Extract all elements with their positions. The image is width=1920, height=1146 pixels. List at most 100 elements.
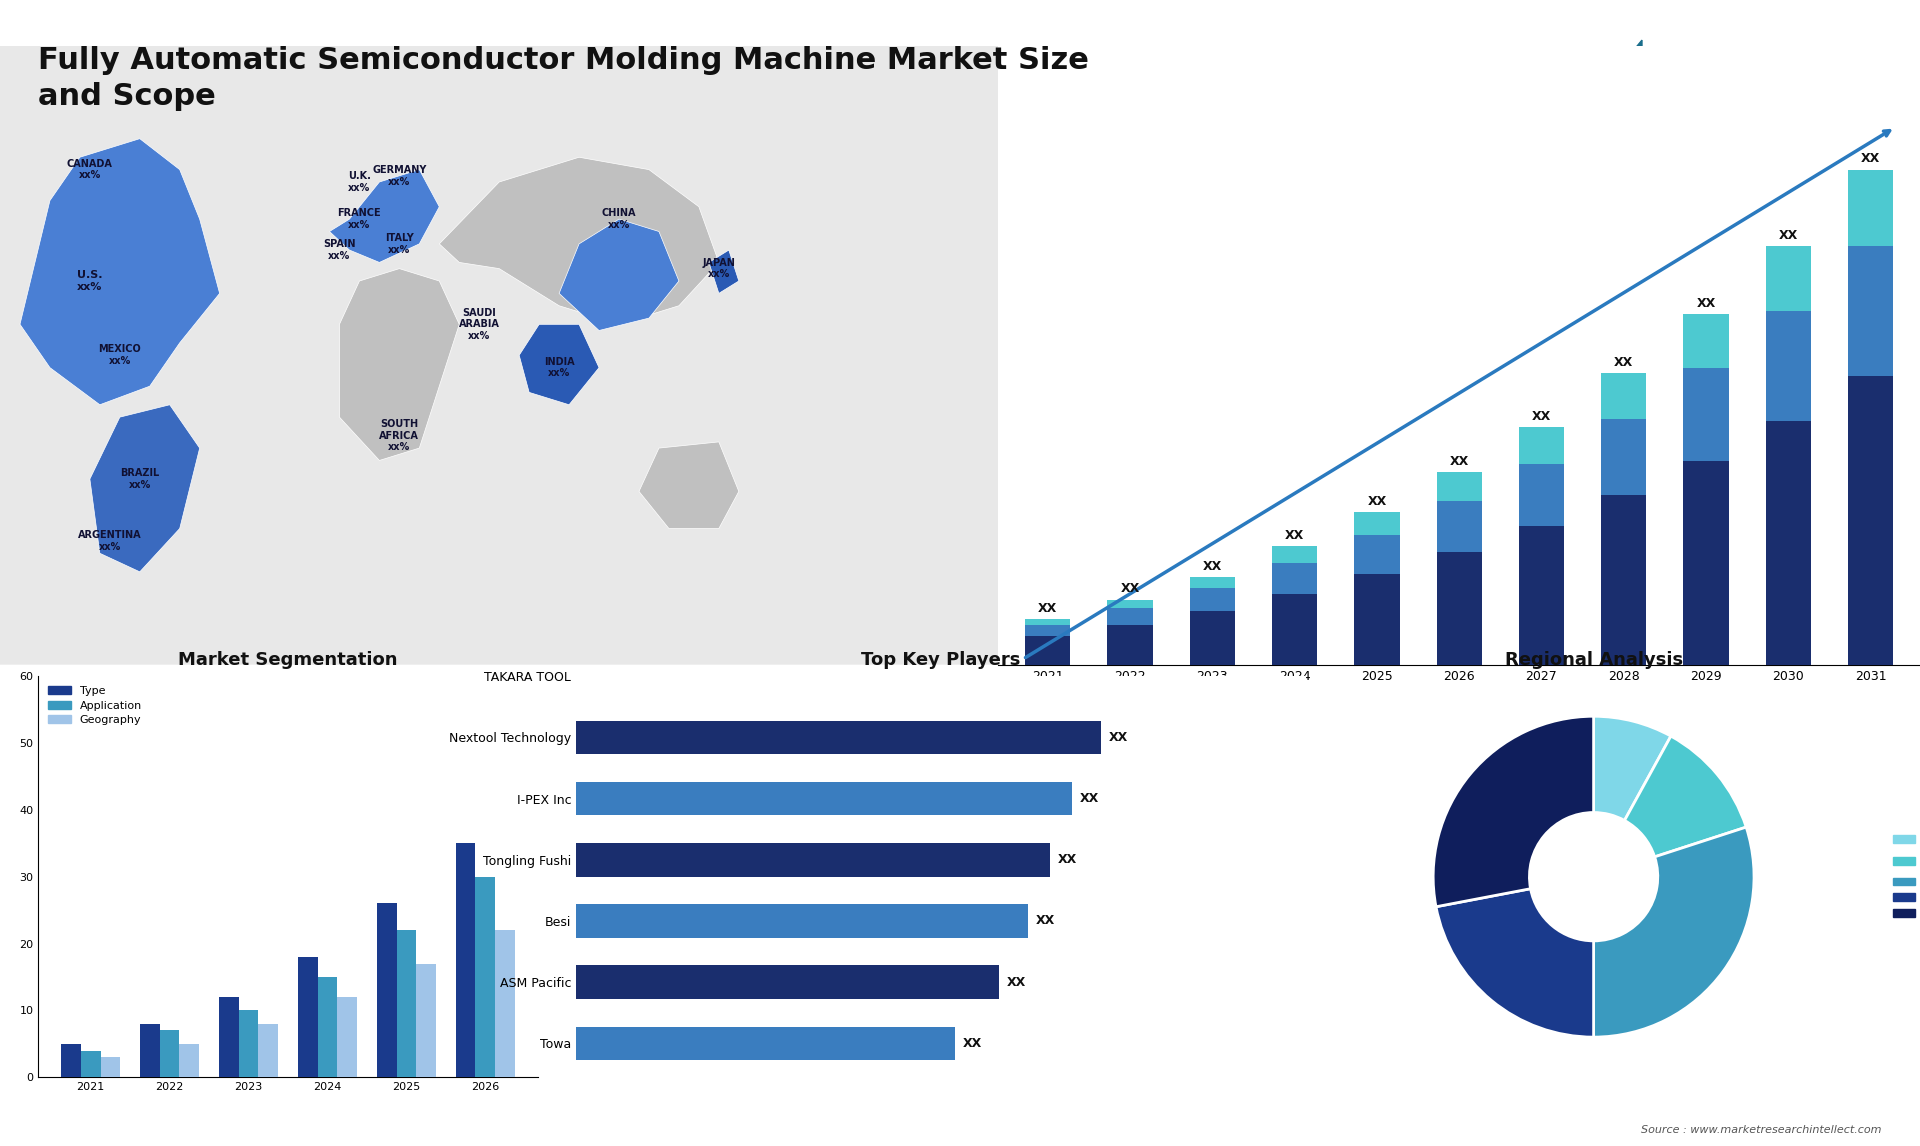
Bar [1436,551,1482,665]
Bar [1766,246,1811,311]
Bar [1273,563,1317,594]
Bar [1354,574,1400,665]
Text: XX: XX [962,1037,981,1050]
Bar [259,1023,278,1077]
Text: CANADA
xx%: CANADA xx% [67,159,113,180]
Text: INDIA
xx%: INDIA xx% [543,356,574,378]
Text: INTELLECT: INTELLECT [1661,105,1726,116]
FancyBboxPatch shape [0,46,998,665]
Bar [219,997,238,1077]
Bar [576,843,1050,877]
Text: XX: XX [1108,731,1127,744]
Bar [61,1044,81,1077]
Wedge shape [1436,888,1594,1037]
Bar [1108,599,1152,609]
Text: MEXICO
xx%: MEXICO xx% [98,345,142,366]
Bar [140,1023,159,1077]
Bar [576,782,1071,816]
Bar [1519,427,1565,464]
Bar [338,997,357,1077]
Title: Top Key Players: Top Key Players [860,651,1021,669]
Bar [1847,246,1893,376]
Text: XX: XX [1058,854,1077,866]
Text: XX: XX [1202,559,1221,573]
Bar [576,721,1102,754]
Bar [1766,422,1811,665]
Bar [495,931,515,1077]
Text: XX: XX [1615,356,1634,369]
Polygon shape [90,405,200,572]
Polygon shape [19,139,219,405]
Text: CHINA
xx%: CHINA xx% [601,209,636,230]
Bar [1108,609,1152,625]
Text: MARKET: MARKET [1661,55,1713,65]
Wedge shape [1624,736,1745,857]
Bar [159,1030,179,1077]
Bar [576,1027,956,1060]
Polygon shape [340,268,459,461]
Text: XX: XX [1079,792,1098,806]
Polygon shape [440,157,718,324]
Bar [1025,620,1071,625]
Bar [1684,368,1728,461]
Bar [1354,512,1400,534]
Text: XX: XX [1039,602,1058,615]
Wedge shape [1594,716,1670,821]
Bar [1190,611,1235,665]
Bar [1108,625,1152,665]
Bar [1847,170,1893,246]
Bar [1519,526,1565,665]
Text: Source : www.marketresearchintellect.com: Source : www.marketresearchintellect.com [1642,1124,1882,1135]
Bar [1190,588,1235,611]
Bar [476,877,495,1077]
Bar [397,931,417,1077]
Bar [1684,314,1728,368]
Text: XX: XX [1532,410,1551,423]
Bar [1601,418,1647,495]
Text: BRAZIL
xx%: BRAZIL xx% [121,469,159,489]
Bar [1601,495,1647,665]
Polygon shape [1590,40,1642,103]
Text: ARGENTINA
xx%: ARGENTINA xx% [79,531,142,551]
Bar [1190,576,1235,588]
Text: RESEARCH: RESEARCH [1661,80,1726,91]
Text: SOUTH
AFRICA
xx%: SOUTH AFRICA xx% [380,419,419,453]
Text: XX: XX [1284,528,1304,542]
Polygon shape [1605,57,1630,97]
Bar [1847,376,1893,665]
Text: SAUDI
ARABIA
xx%: SAUDI ARABIA xx% [459,308,499,340]
Text: SPAIN
xx%: SPAIN xx% [323,240,355,261]
Text: XX: XX [1697,297,1716,309]
Bar [1436,501,1482,551]
Bar [298,957,317,1077]
Wedge shape [1432,716,1594,906]
Title: Market Segmentation: Market Segmentation [179,651,397,669]
Text: U.K.
xx%: U.K. xx% [348,171,371,193]
Text: FRANCE
xx%: FRANCE xx% [338,209,382,230]
Bar [179,1044,200,1077]
Bar [1601,374,1647,418]
Polygon shape [639,442,739,528]
Polygon shape [330,170,440,262]
Text: XX: XX [1035,915,1054,927]
Text: JAPAN
xx%: JAPAN xx% [703,258,735,280]
Text: XX: XX [1860,152,1880,165]
Bar [1273,545,1317,563]
Polygon shape [518,324,599,405]
Bar [1436,472,1482,501]
Bar [317,976,338,1077]
Polygon shape [559,219,680,330]
Title: Regional Analysis: Regional Analysis [1505,651,1682,669]
Bar [455,843,476,1077]
Text: XX: XX [1450,455,1469,468]
Legend: Type, Application, Geography: Type, Application, Geography [44,682,146,730]
Bar [100,1057,121,1077]
Text: Fully Automatic Semiconductor Molding Machine Market Size
and Scope: Fully Automatic Semiconductor Molding Ma… [38,46,1089,111]
Text: GERMANY
xx%: GERMANY xx% [372,165,426,187]
Bar [1025,625,1071,636]
Text: XX: XX [1778,229,1797,242]
Text: XX: XX [1367,495,1386,508]
Legend: Latin America, Middle East &
Africa, Asia Pacific, Europe, North America: Latin America, Middle East & Africa, Asi… [1889,831,1920,923]
Wedge shape [1594,827,1755,1037]
Bar [81,1051,100,1077]
